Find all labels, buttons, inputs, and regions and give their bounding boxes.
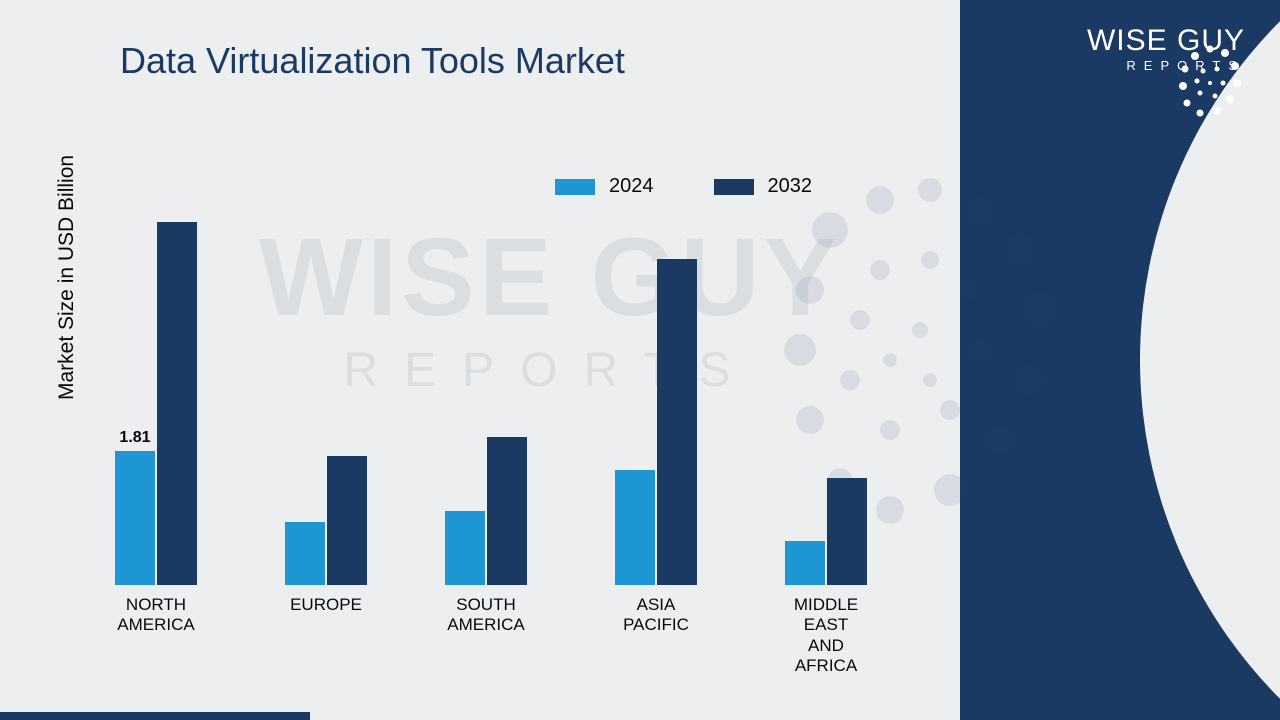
- bar-group: NORTH AMERICA: [115, 222, 197, 585]
- footer-accent-bar: [0, 712, 310, 720]
- category-label: ASIA PACIFIC: [586, 595, 726, 636]
- bar-group: SOUTH AMERICA: [445, 437, 527, 585]
- legend-label: 2024: [609, 175, 654, 198]
- side-panel: [960, 0, 1280, 720]
- brand-logo: WISE GUY REPORTS: [1087, 25, 1245, 72]
- brand-line1: WISE GUY: [1087, 25, 1245, 57]
- bar-chart: NORTH AMERICA EUROPE SOUTH AMERICA ASIA PAC…: [105, 215, 935, 585]
- bar-group: ASIA PACIFIC: [615, 259, 697, 585]
- arc-cutout: [1140, 0, 1280, 720]
- bar: [157, 222, 197, 585]
- chart-title: Data Virtualization Tools Market: [120, 40, 625, 82]
- bar: [285, 522, 325, 585]
- bar: [785, 541, 825, 585]
- category-label: NORTH AMERICA: [86, 595, 226, 636]
- legend-swatch: [555, 179, 595, 195]
- bar-group: MIDDLE EAST AND AFRICA: [785, 478, 867, 585]
- category-label: EUROPE: [256, 595, 396, 615]
- legend-item: 2024: [555, 175, 654, 198]
- bar: [487, 437, 527, 585]
- stage: WISE GUY REPORTS Data Virtualization Too…: [0, 0, 1280, 720]
- bar: [115, 451, 155, 585]
- plot-area: NORTH AMERICA EUROPE SOUTH AMERICA ASIA PAC…: [105, 215, 935, 585]
- value-label: 1.81: [119, 429, 150, 447]
- legend-item: 2032: [714, 175, 813, 198]
- y-axis-label: Market Size in USD Billion: [55, 155, 79, 400]
- bar-group: EUROPE: [285, 456, 367, 586]
- legend-swatch: [714, 179, 754, 195]
- category-label: MIDDLE EAST AND AFRICA: [756, 595, 896, 677]
- bar: [657, 259, 697, 585]
- category-label: SOUTH AMERICA: [416, 595, 556, 636]
- bar: [615, 470, 655, 585]
- bar: [327, 456, 367, 586]
- legend: 2024 2032: [555, 175, 812, 198]
- bar: [445, 511, 485, 585]
- brand-line2: REPORTS: [1087, 59, 1245, 73]
- bar: [827, 478, 867, 585]
- legend-label: 2032: [768, 175, 813, 198]
